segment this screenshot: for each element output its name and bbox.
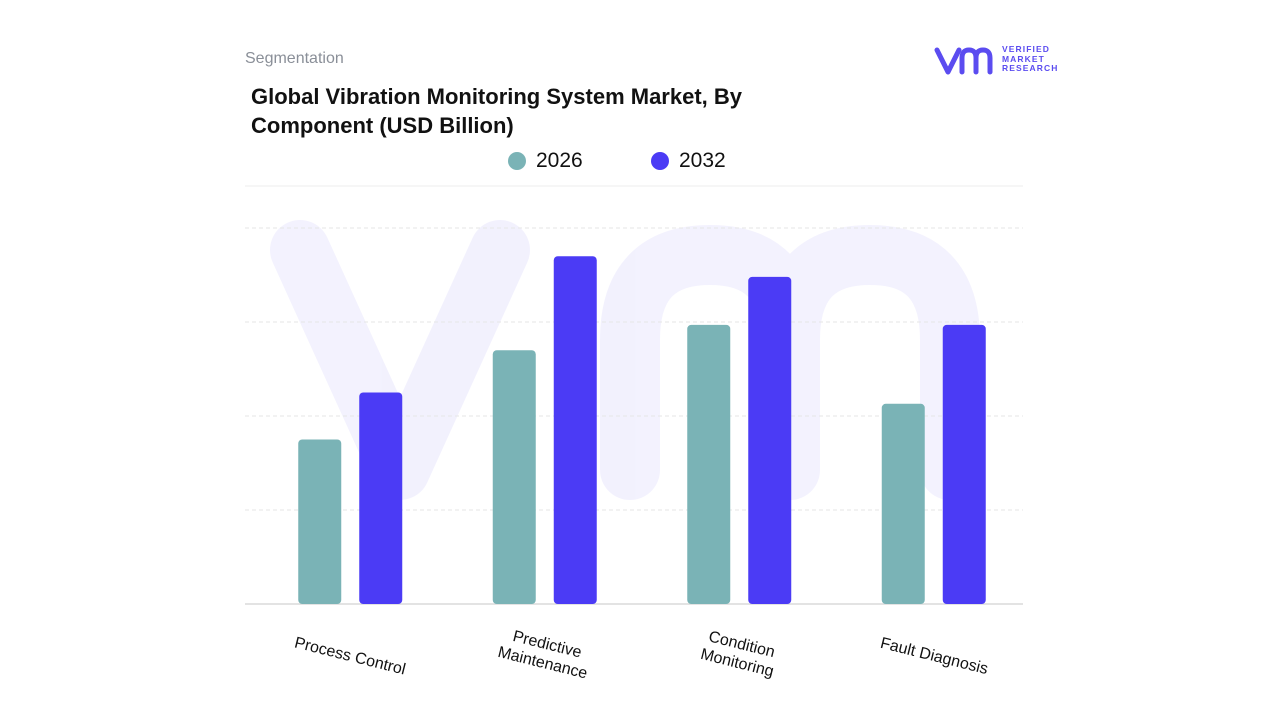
legend-swatch-2032 xyxy=(651,152,669,170)
legend-item-2026: 2026 xyxy=(508,149,583,173)
logo-line-1: VERIFIED xyxy=(1002,44,1051,54)
segment-label: Segmentation xyxy=(245,50,344,67)
bar-2026-predictive-maintenance xyxy=(492,350,536,604)
vmr-logo xyxy=(934,44,1074,78)
bar-2032-process-control xyxy=(359,392,403,604)
bar-2032-fault-diagnosis xyxy=(942,324,986,604)
legend-label-2032: 2032 xyxy=(679,149,726,172)
bar-2026-fault-diagnosis xyxy=(881,403,925,604)
vmr-logo-text: VERIFIED MARKET RESEARCH xyxy=(1002,44,1059,74)
bar-2032-predictive-maintenance xyxy=(553,256,597,604)
logo-line-3: RESEARCH xyxy=(1002,63,1059,73)
legend-label-2026: 2026 xyxy=(536,149,583,172)
bar-2026-process-control xyxy=(298,439,342,604)
logo-line-2: MARKET xyxy=(1002,53,1045,64)
legend: 2026 2032 xyxy=(0,149,1280,177)
legend-item-2032: 2032 xyxy=(651,149,726,173)
legend-swatch-2026 xyxy=(508,152,526,170)
bar-2032-condition-monitoring xyxy=(748,276,792,604)
vmr-logo-mark xyxy=(934,47,993,75)
chart-title: Global Vibration Monitoring System Marke… xyxy=(251,84,743,138)
bar-2026-condition-monitoring xyxy=(687,324,731,604)
